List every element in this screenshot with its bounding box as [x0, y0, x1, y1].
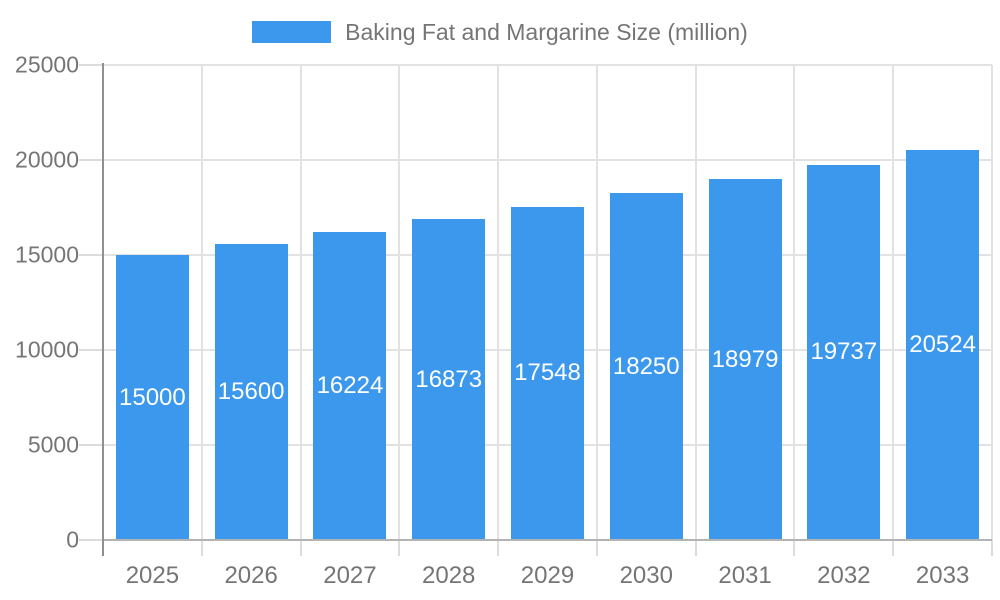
gridline-horizontal: [103, 159, 992, 161]
x-axis-tick: [694, 540, 697, 556]
y-axis-tick: [79, 444, 103, 446]
x-axis-label: 2025: [125, 562, 180, 589]
y-axis-label: 0: [66, 526, 79, 553]
x-axis-tick: [595, 540, 598, 556]
bar-value-label: 19737: [810, 338, 878, 366]
x-axis-label: 2030: [619, 562, 673, 589]
bar-2025[interactable]: [115, 255, 189, 539]
y-axis-label: 10000: [15, 336, 79, 363]
y-axis-tick: [79, 254, 103, 256]
gridline-vertical: [892, 65, 895, 540]
y-axis-label: 5000: [27, 431, 79, 458]
bar-2026[interactable]: [214, 243, 288, 539]
gridline-vertical: [694, 65, 697, 540]
x-axis-label: 2033: [915, 562, 970, 589]
x-axis-label: 2032: [817, 562, 871, 589]
y-axis-tick: [79, 159, 103, 161]
x-axis-tick: [793, 540, 796, 556]
bar-value-label: 17548: [514, 359, 581, 387]
bar-2030[interactable]: [609, 193, 683, 539]
y-axis-line: [102, 63, 104, 556]
x-axis-tick: [892, 540, 895, 556]
bar-2028[interactable]: [412, 219, 486, 539]
bar-2027[interactable]: [313, 231, 387, 539]
x-axis-label: 2031: [718, 562, 772, 589]
legend[interactable]: Baking Fat and Margarine Size (million): [0, 19, 1000, 45]
gridline-vertical: [497, 65, 500, 540]
x-axis-label: 2026: [224, 562, 278, 589]
bar-value-label: 16224: [316, 371, 384, 399]
x-axis-label: 2028: [422, 562, 476, 589]
bar-value-label: 18979: [711, 345, 779, 373]
y-axis-label: 15000: [15, 241, 79, 268]
bar-value-label: 15600: [217, 377, 285, 405]
x-axis-label: 2027: [323, 562, 377, 589]
x-axis-line: [103, 539, 992, 541]
bar-2032[interactable]: [807, 164, 881, 539]
bar-value-label: 18250: [612, 352, 680, 380]
y-axis-tick: [79, 539, 103, 541]
x-axis-tick: [991, 540, 993, 556]
x-axis-tick: [398, 540, 401, 556]
y-axis-tick: [79, 64, 103, 66]
bar-value-label: 16873: [415, 365, 483, 393]
y-axis-tick: [79, 349, 103, 351]
bar-2031[interactable]: [708, 179, 782, 539]
gridline-vertical: [793, 65, 796, 540]
legend-swatch[interactable]: [252, 21, 332, 43]
bar-2029[interactable]: [511, 206, 584, 539]
gridline-vertical: [299, 65, 302, 540]
bar-2033[interactable]: [906, 150, 980, 539]
y-axis-label: 25000: [15, 51, 79, 78]
gridline-vertical: [595, 65, 598, 540]
bar-value-label: 20524: [909, 331, 976, 359]
legend-label: Baking Fat and Margarine Size (million): [345, 18, 748, 45]
x-axis-tick: [299, 540, 302, 556]
gridline-vertical: [398, 65, 401, 540]
gridline-horizontal: [103, 64, 992, 66]
x-axis-tick: [497, 540, 500, 556]
x-axis-tick: [200, 540, 203, 556]
bar-value-label: 15000: [119, 383, 186, 411]
x-axis-label: 2029: [520, 562, 575, 589]
y-axis-label: 20000: [15, 146, 79, 173]
gridline-vertical: [991, 65, 993, 540]
gridline-vertical: [200, 65, 203, 540]
